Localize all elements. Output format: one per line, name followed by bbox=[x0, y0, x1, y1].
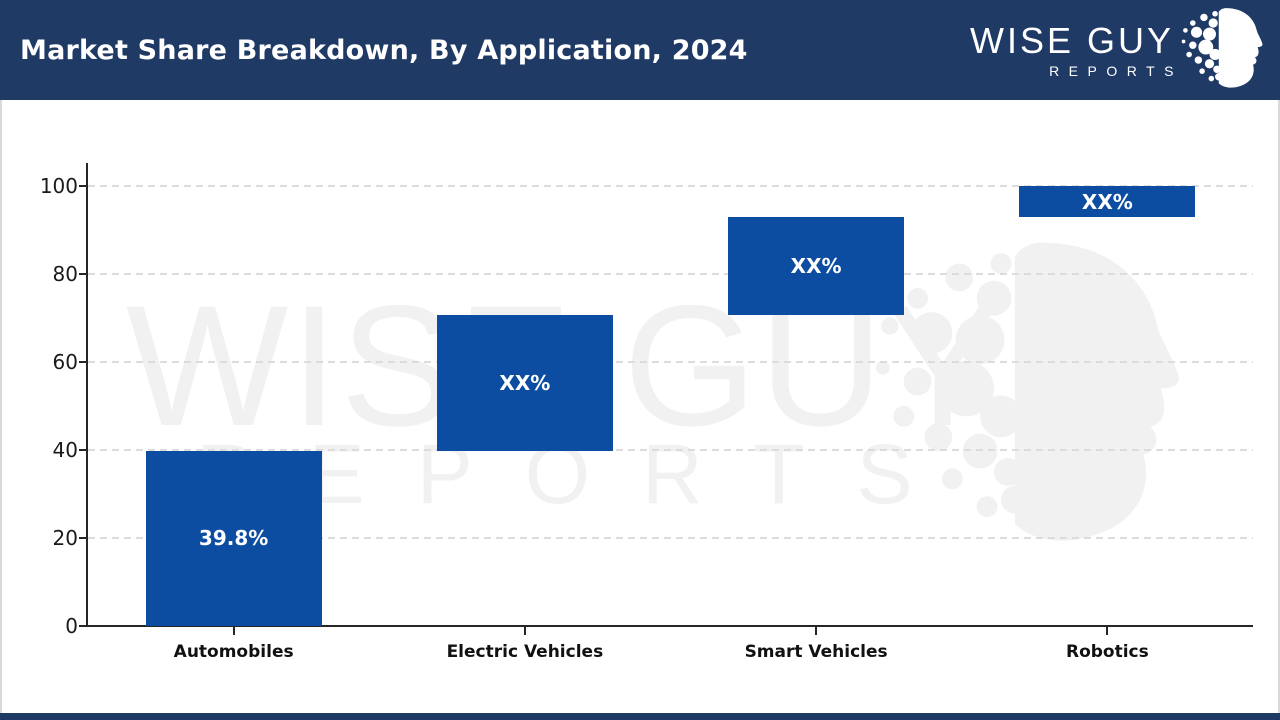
y-tick-mark bbox=[79, 449, 87, 451]
y-axis-spine bbox=[86, 163, 88, 627]
bar: 39.8% bbox=[145, 450, 322, 626]
x-tick-mark bbox=[815, 627, 818, 635]
bar: XX% bbox=[1019, 186, 1196, 218]
y-tick-mark bbox=[79, 361, 87, 363]
x-tick-label: Smart Vehicles bbox=[744, 642, 888, 662]
grid-line bbox=[88, 449, 1253, 451]
y-tick-label: 80 bbox=[52, 262, 78, 286]
bar-value-label: XX% bbox=[1081, 189, 1133, 214]
x-tick-label: Electric Vehicles bbox=[446, 642, 604, 662]
y-tick-label: 0 bbox=[65, 614, 78, 638]
bar: XX% bbox=[436, 314, 613, 451]
plot: 0 20 40 60 80 100 39.8% Automobiles XX% Electric … bbox=[0, 100, 1280, 713]
chart-title: Market Share Breakdown, By Application, … bbox=[20, 34, 748, 66]
grid-line bbox=[88, 273, 1253, 275]
bar-value-label: XX% bbox=[499, 370, 551, 395]
grid-line bbox=[88, 361, 1253, 363]
x-tick-mark bbox=[1106, 627, 1109, 635]
bar-value-label: XX% bbox=[790, 254, 842, 279]
bar: XX% bbox=[728, 217, 905, 315]
bar-value-label: 39.8% bbox=[198, 526, 269, 551]
logo-text: WISE GUY REPORTS bbox=[969, 19, 1174, 78]
watermark-face-dots bbox=[862, 232, 1192, 556]
right-border bbox=[1278, 100, 1280, 713]
wiseguy-logo: WISE GUY REPORTS bbox=[970, 5, 1266, 95]
logo-face-icon bbox=[1178, 5, 1266, 95]
x-tick-label: Automobiles bbox=[173, 642, 294, 662]
y-tick-label: 60 bbox=[52, 350, 78, 374]
y-tick-mark bbox=[79, 185, 87, 187]
x-tick-mark bbox=[523, 627, 526, 635]
y-tick-label: 100 bbox=[39, 174, 78, 198]
footer-bar bbox=[0, 713, 1280, 720]
header: Market Share Breakdown, By Application, … bbox=[0, 0, 1280, 100]
y-tick-label: 40 bbox=[52, 438, 78, 462]
x-tick-mark bbox=[232, 627, 235, 635]
y-tick-mark bbox=[79, 625, 87, 627]
grid-line bbox=[88, 185, 1253, 187]
x-axis-spine bbox=[86, 625, 1253, 627]
x-tick-label: Robotics bbox=[1065, 642, 1149, 662]
logo-subtitle: REPORTS bbox=[1049, 62, 1183, 79]
y-tick-mark bbox=[79, 537, 87, 539]
chart-area: WISE GUY REPORTS 0 20 40 60 80 100 39.8% Automo… bbox=[0, 100, 1280, 713]
logo-wordmark: WISE GUY bbox=[969, 19, 1174, 61]
left-border bbox=[0, 100, 2, 713]
grid-line bbox=[88, 537, 1253, 539]
y-tick-label: 20 bbox=[52, 526, 78, 550]
y-tick-mark bbox=[79, 273, 87, 275]
